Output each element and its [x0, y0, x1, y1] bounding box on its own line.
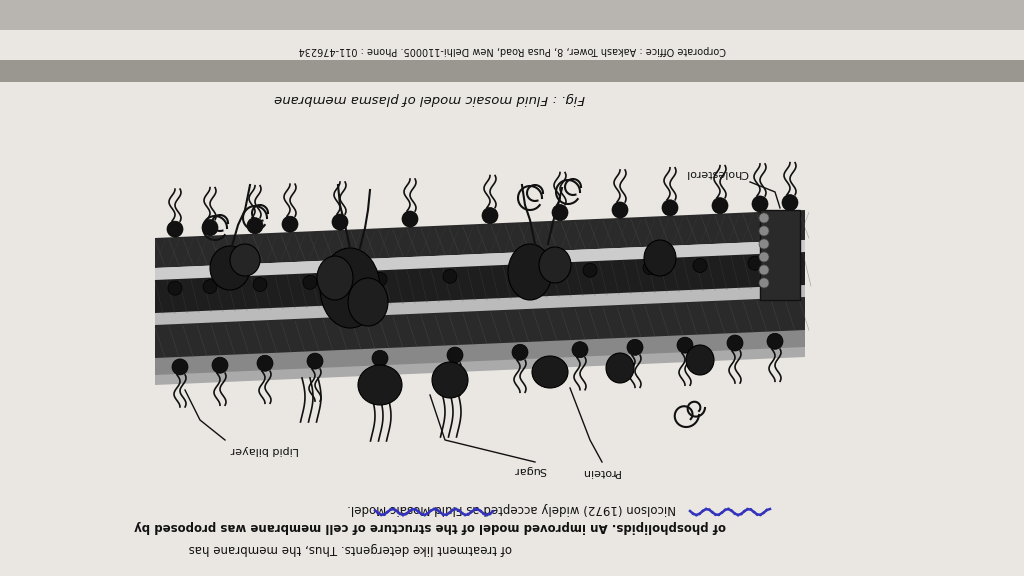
Circle shape	[282, 216, 298, 232]
Polygon shape	[155, 252, 805, 315]
Polygon shape	[155, 285, 805, 328]
Ellipse shape	[358, 365, 402, 405]
Bar	[0, 60, 1024, 82]
Text: Fig. : Fluid mosaic model of plasma membrane: Fig. : Fluid mosaic model of plasma memb…	[274, 92, 586, 104]
Circle shape	[583, 263, 597, 277]
Circle shape	[759, 239, 769, 249]
Text: Corporate Office : Aakash Tower, 8, Pusa Road, New Delhi-110005. Phone : 011-476: Corporate Office : Aakash Tower, 8, Pusa…	[298, 45, 726, 55]
Circle shape	[202, 219, 218, 236]
Circle shape	[693, 259, 707, 272]
Ellipse shape	[319, 248, 380, 328]
Ellipse shape	[210, 246, 250, 290]
Circle shape	[643, 261, 657, 275]
Circle shape	[303, 275, 317, 289]
Ellipse shape	[539, 247, 571, 283]
Ellipse shape	[686, 345, 714, 375]
Circle shape	[332, 214, 348, 230]
Circle shape	[307, 353, 323, 369]
Ellipse shape	[606, 353, 634, 383]
Ellipse shape	[644, 240, 676, 276]
Polygon shape	[155, 240, 805, 283]
Circle shape	[172, 359, 188, 375]
Bar	[760, 210, 800, 300]
Circle shape	[627, 339, 643, 355]
Circle shape	[482, 207, 498, 223]
Circle shape	[253, 278, 267, 291]
Circle shape	[212, 357, 228, 373]
Circle shape	[759, 226, 769, 236]
Circle shape	[168, 281, 182, 295]
Circle shape	[372, 350, 388, 366]
Circle shape	[523, 266, 537, 280]
Circle shape	[727, 335, 743, 351]
Circle shape	[257, 355, 273, 372]
Circle shape	[767, 334, 783, 349]
Circle shape	[373, 272, 387, 286]
Text: Cholesterol: Cholesterol	[685, 168, 748, 178]
Circle shape	[203, 279, 217, 294]
Polygon shape	[155, 345, 805, 385]
Polygon shape	[155, 210, 805, 268]
Ellipse shape	[348, 278, 388, 326]
Circle shape	[759, 252, 769, 262]
Circle shape	[712, 198, 728, 214]
Circle shape	[748, 256, 762, 270]
Polygon shape	[155, 297, 805, 360]
Circle shape	[662, 200, 678, 216]
Circle shape	[783, 255, 797, 268]
Text: of treatment like detergents. Thus, the membrane has: of treatment like detergents. Thus, the …	[188, 541, 512, 555]
Ellipse shape	[317, 256, 353, 300]
Circle shape	[552, 204, 568, 221]
Ellipse shape	[432, 362, 468, 398]
Ellipse shape	[532, 356, 568, 388]
Circle shape	[402, 211, 418, 227]
Text: Protein: Protein	[581, 467, 620, 477]
Circle shape	[612, 202, 628, 218]
Text: Sugar: Sugar	[514, 465, 547, 475]
Circle shape	[759, 278, 769, 288]
Circle shape	[677, 337, 693, 353]
Text: Nicolson (1972) widely accepted as Fluid Mosaic Model.: Nicolson (1972) widely accepted as Fluid…	[347, 502, 677, 514]
Polygon shape	[155, 330, 805, 375]
Circle shape	[443, 270, 457, 283]
Circle shape	[167, 221, 183, 237]
Circle shape	[247, 218, 263, 234]
Circle shape	[572, 342, 588, 358]
Circle shape	[759, 213, 769, 223]
Ellipse shape	[508, 244, 552, 300]
Circle shape	[447, 347, 463, 363]
Circle shape	[782, 195, 798, 211]
Circle shape	[752, 196, 768, 212]
Bar	[0, 0, 1024, 30]
Circle shape	[759, 265, 769, 275]
Text: of phospholipids. An improved model of the structure of cell membrane was propos: of phospholipids. An improved model of t…	[134, 521, 726, 533]
Text: Lipid bilayer: Lipid bilayer	[230, 445, 299, 455]
Ellipse shape	[230, 244, 260, 276]
Circle shape	[512, 344, 528, 360]
